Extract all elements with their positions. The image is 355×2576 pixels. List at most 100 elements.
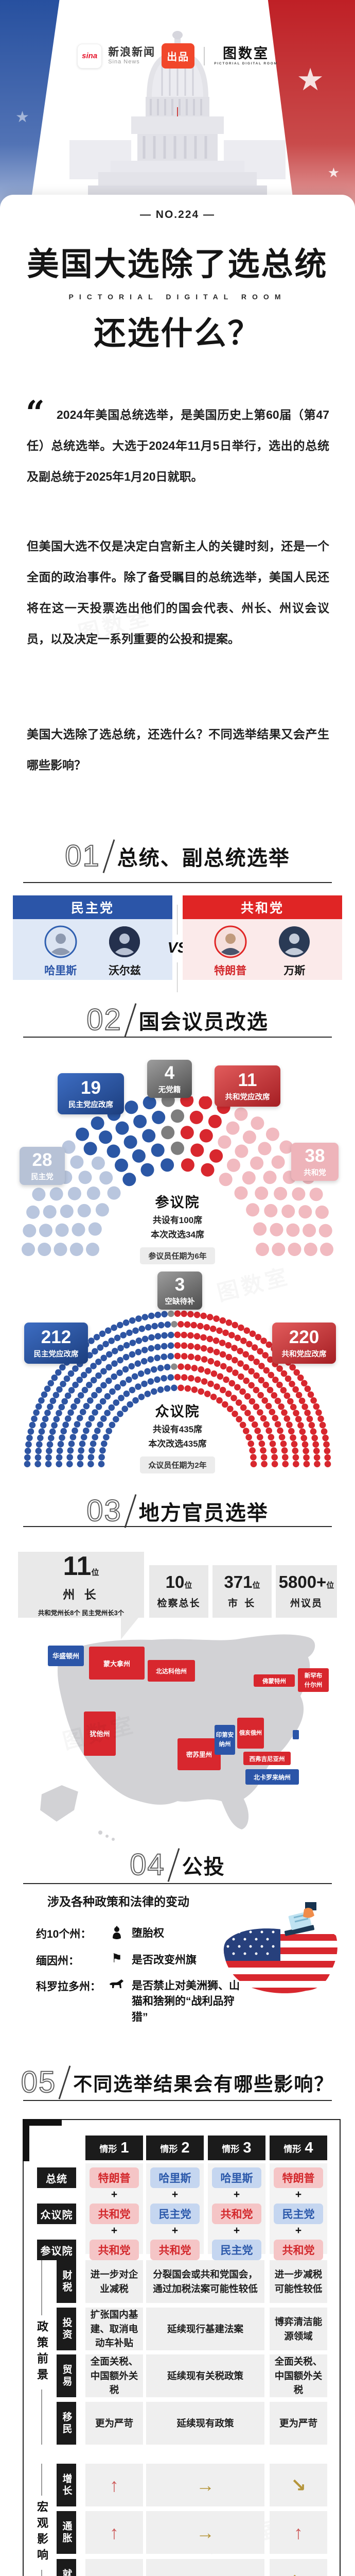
mayors-label: 市 长 — [227, 1598, 257, 1609]
house-dem-label: 212 民主党应改席 — [24, 1323, 88, 1364]
comp-cell: 共和党 — [90, 2204, 139, 2224]
democratic-party-label: 民主党 — [13, 895, 172, 919]
table-cell: 扩张国内基建、取消电动车补贴 — [85, 2308, 143, 2350]
issue-number: — NO.224 — — [139, 209, 216, 221]
comp-cell: 共和党 — [274, 2240, 323, 2260]
group-label: 政策前景 — [35, 2260, 48, 2445]
brand-name-en: Sina News — [108, 59, 140, 65]
trend-arrow — [196, 2523, 215, 2542]
house-cap1: 共设有435席 — [152, 1425, 203, 1434]
sina-logo-icon: sina — [77, 43, 102, 69]
table-cell — [270, 2559, 327, 2576]
section2-number: 02 — [86, 1003, 122, 1037]
referendum-text: 是否改变州旗 — [132, 1954, 197, 1966]
us-states-map: 华盛顿州 蒙大拿州 北达科他州 佛蒙特州 新罕布 什尔州 犹他州 密苏里州 印第… — [39, 1633, 329, 1841]
svg-text:佛蒙特州: 佛蒙特州 — [262, 1677, 286, 1685]
senate-seat-chart — [22, 1096, 333, 1256]
senate-rep-up-label: 11 共和党应改席 — [215, 1065, 280, 1107]
plus-sign: + — [171, 2225, 179, 2236]
row-label-president: 总统 — [37, 2167, 76, 2188]
table-cell: 延续现有政策 — [146, 2402, 264, 2445]
house-center-text: 众议院 共设有435席 本次改选435席 众议员任期为2年 — [0, 1400, 355, 1474]
referendum-region: 科罗拉多州： — [36, 1981, 101, 1993]
header-brand-row: sina 新浪新闻 Sina News 出品 图数室 PICTORIAL DIG… — [0, 43, 355, 69]
row-label: 贸易 — [57, 2354, 76, 2397]
scenario-table: SINA NEWS 情形1情形2情形3情形4总统特朗普哈里斯哈里斯特朗普众议院共… — [23, 2119, 341, 2576]
plus-sign: + — [171, 2189, 179, 2200]
scenario-header-4: 情形 4 — [270, 2136, 327, 2160]
star-decoration: ★ — [296, 62, 324, 97]
table-cell: 全面关税、中国额外关税 — [85, 2354, 143, 2397]
section3-header: 03 地方官员选举 — [0, 1494, 355, 1529]
row-label: 就业 — [57, 2559, 76, 2576]
harris-avatar — [44, 925, 77, 958]
referendum-item-flag: 缅因州： ⚑ 是否改变州旗 — [36, 1953, 250, 1968]
house-title: 众议院 — [155, 1404, 200, 1419]
scenario-table-body: 情形 1 情形 2 情形 3 情形 4 总统 特朗普 哈里斯 哈里斯 特朗普 众议院 共和党 民主党 共和党 民主… — [24, 2120, 340, 2576]
plus-sign: + — [111, 2225, 118, 2236]
candidate-walz: 沃尔兹 — [108, 925, 141, 980]
candidate-name: 特朗普 — [214, 965, 247, 977]
frame-corner — [23, 2119, 62, 2126]
section-slash — [124, 1494, 137, 1528]
scenario-header-1: 情形 1 — [85, 2136, 143, 2160]
referendum-intro: 涉及各种政策和法律的变动 — [47, 1895, 189, 1908]
house-vacancy-label: 3 空缺待补 — [157, 1272, 202, 1310]
svg-text:新罕布: 新罕布 — [305, 1672, 323, 1679]
table-cell: 博弈清洁能源领域 — [270, 2308, 327, 2350]
senate-cap2: 本次改选34席 — [151, 1230, 204, 1240]
row-label-house: 众议院 — [37, 2204, 76, 2224]
senate-title: 参议院 — [155, 1195, 200, 1210]
section3-rule — [23, 1526, 332, 1527]
intro-paragraph-1: 2024年美国总统选举，是美国历史上第60届（第47任）总统选举。大选于2024… — [27, 408, 329, 483]
svg-text:西弗吉尼亚州: 西弗吉尼亚州 — [250, 1755, 285, 1762]
produced-by-badge: 出品 — [162, 43, 195, 69]
senate-dem-up-label: 19 民主党应改席 — [58, 1073, 124, 1114]
house-rep-label: 220 共和党应改席 — [272, 1323, 336, 1364]
section4-rule — [23, 1883, 332, 1884]
svg-text:密苏里州: 密苏里州 — [186, 1751, 212, 1758]
table-cell: 进一步减税可能性较低 — [270, 2260, 327, 2303]
legislators-count: 5800+ — [278, 1572, 327, 1591]
svg-text:什尔州: 什尔州 — [305, 1681, 323, 1688]
brand-name: 新浪新闻 — [108, 46, 156, 59]
referendum-region: 约10个州： — [36, 1928, 92, 1940]
section-slash — [124, 1003, 137, 1037]
svg-text:印第安: 印第安 — [216, 1731, 234, 1738]
comp-cell: 民主党 — [274, 2204, 323, 2224]
ballot-flag-graphic — [223, 1902, 338, 1993]
row-label: 通胀 — [57, 2511, 76, 2554]
section4-header: 04 公投 — [0, 1848, 355, 1883]
senate-independent-label: 4 无党籍 — [147, 1060, 192, 1098]
plus-sign: + — [233, 2189, 240, 2200]
page-title-line2: 还选什么？ — [94, 316, 261, 351]
table-cell — [270, 2464, 327, 2506]
section1-header: 01 总统、副总统选举 — [0, 839, 355, 874]
section2-header: 02 国会议员改选 — [0, 1003, 355, 1038]
senate-rep-label: 38 共和党 — [291, 1143, 339, 1181]
trend-arrow — [196, 2476, 215, 2495]
intro-paragraph-2: 但美国大选不仅是决定白宫新主人的关键时刻，还是一个全面的政治事件。除了备受瞩目的… — [27, 539, 329, 646]
comp-cell: 哈里斯 — [212, 2167, 261, 2188]
table-cell — [85, 2464, 143, 2506]
row-label-senate: 参议院 — [37, 2240, 76, 2260]
flag-icon: ⚑ — [111, 1952, 122, 1965]
senate-term-badge: 参议员任期为6年 — [140, 1247, 215, 1265]
table-cell — [270, 2511, 327, 2554]
section1-title: 总统、副总统选举 — [117, 847, 290, 870]
unit: 位 — [91, 1568, 99, 1577]
scenario-header-2: 情形 2 — [146, 2136, 204, 2160]
table-cell — [146, 2464, 264, 2506]
table-cell: 更为严苛 — [85, 2402, 143, 2445]
svg-text:北达科他州: 北达科他州 — [156, 1667, 187, 1675]
trend-arrow — [201, 2571, 210, 2576]
candidate-trump: 特朗普 — [214, 925, 247, 980]
comp-cell: 共和党 — [150, 2240, 200, 2260]
page-title-line1: 美国大选除了选总统 — [27, 247, 328, 282]
section4-title: 公投 — [182, 1856, 225, 1878]
table-cell: 进一步对企业减税 — [85, 2260, 143, 2303]
row-label: 增长 — [57, 2464, 76, 2506]
comp-cell: 民主党 — [150, 2204, 200, 2224]
unit: 位 — [184, 1581, 192, 1590]
